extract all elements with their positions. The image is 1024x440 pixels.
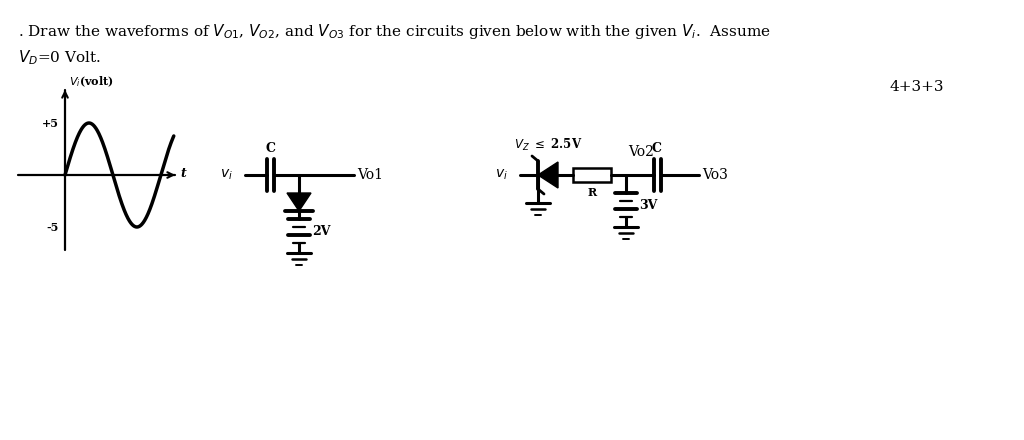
Text: 3V: 3V xyxy=(639,198,657,212)
Text: $V_i$(volt): $V_i$(volt) xyxy=(69,74,114,89)
Text: . Draw the waveforms of $V_{O1}$, $V_{O2}$, and $V_{O3}$ for the circuits given : . Draw the waveforms of $V_{O1}$, $V_{O2… xyxy=(18,22,771,41)
Text: $V_Z$ $\leq$ 2.5V: $V_Z$ $\leq$ 2.5V xyxy=(514,137,583,153)
Text: Vo2: Vo2 xyxy=(628,145,654,159)
Text: -5: -5 xyxy=(47,221,59,232)
Text: Vo3: Vo3 xyxy=(702,168,728,182)
Text: +5: +5 xyxy=(42,117,59,128)
Text: C: C xyxy=(265,142,275,155)
Bar xyxy=(573,168,611,182)
Polygon shape xyxy=(538,162,558,188)
Text: R: R xyxy=(588,187,597,198)
Text: 2V: 2V xyxy=(312,224,331,238)
Polygon shape xyxy=(287,193,311,211)
Text: C: C xyxy=(652,142,662,155)
Text: 4+3+3: 4+3+3 xyxy=(890,80,944,94)
Text: $v_i$: $v_i$ xyxy=(496,168,508,182)
Text: t: t xyxy=(180,166,185,180)
Text: Vo1: Vo1 xyxy=(357,168,383,182)
Text: $V_D$=0 Volt.: $V_D$=0 Volt. xyxy=(18,48,101,67)
Text: $v_i$: $v_i$ xyxy=(220,168,233,182)
